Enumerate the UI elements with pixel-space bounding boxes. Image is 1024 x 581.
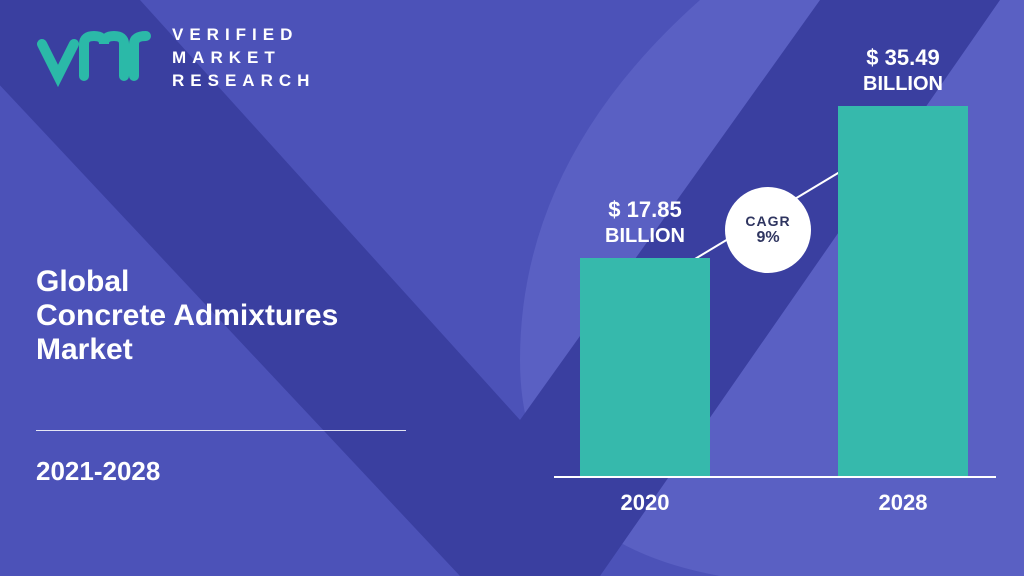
cagr-label: CAGR — [745, 213, 790, 229]
market-size-chart: $ 17.85 BILLION $ 35.49 BILLION CAGR 9% … — [560, 40, 990, 540]
value-unit: BILLION — [828, 72, 978, 97]
brand-name-l3: RESEARCH — [172, 70, 315, 93]
brand-name-l1: VERIFIED — [172, 24, 315, 47]
title-line-2: Concrete Admixtures — [36, 299, 338, 333]
brand-name-l2: MARKET — [172, 47, 315, 70]
brand-name: VERIFIED MARKET RESEARCH — [172, 24, 315, 93]
chart-baseline — [554, 476, 996, 478]
value-amount: $ 35.49 — [828, 44, 978, 72]
value-amount: $ 17.85 — [570, 196, 720, 224]
title-line-1: Global — [36, 265, 338, 299]
report-title: Global Concrete Admixtures Market — [36, 265, 338, 367]
bar-label-2028: 2028 — [838, 490, 968, 516]
title-divider — [36, 430, 406, 431]
bar-2020 — [580, 258, 710, 476]
forecast-period: 2021-2028 — [36, 456, 160, 487]
title-line-3: Market — [36, 333, 338, 367]
cagr-badge: CAGR 9% — [725, 187, 811, 273]
bar-label-2020: 2020 — [580, 490, 710, 516]
value-unit: BILLION — [570, 224, 720, 249]
vmr-logo-icon — [36, 26, 156, 90]
bar-2028 — [838, 106, 968, 476]
brand-logo: VERIFIED MARKET RESEARCH — [36, 24, 315, 93]
cagr-value: 9% — [756, 229, 779, 247]
value-label-2020: $ 17.85 BILLION — [570, 196, 720, 249]
value-label-2028: $ 35.49 BILLION — [828, 44, 978, 97]
